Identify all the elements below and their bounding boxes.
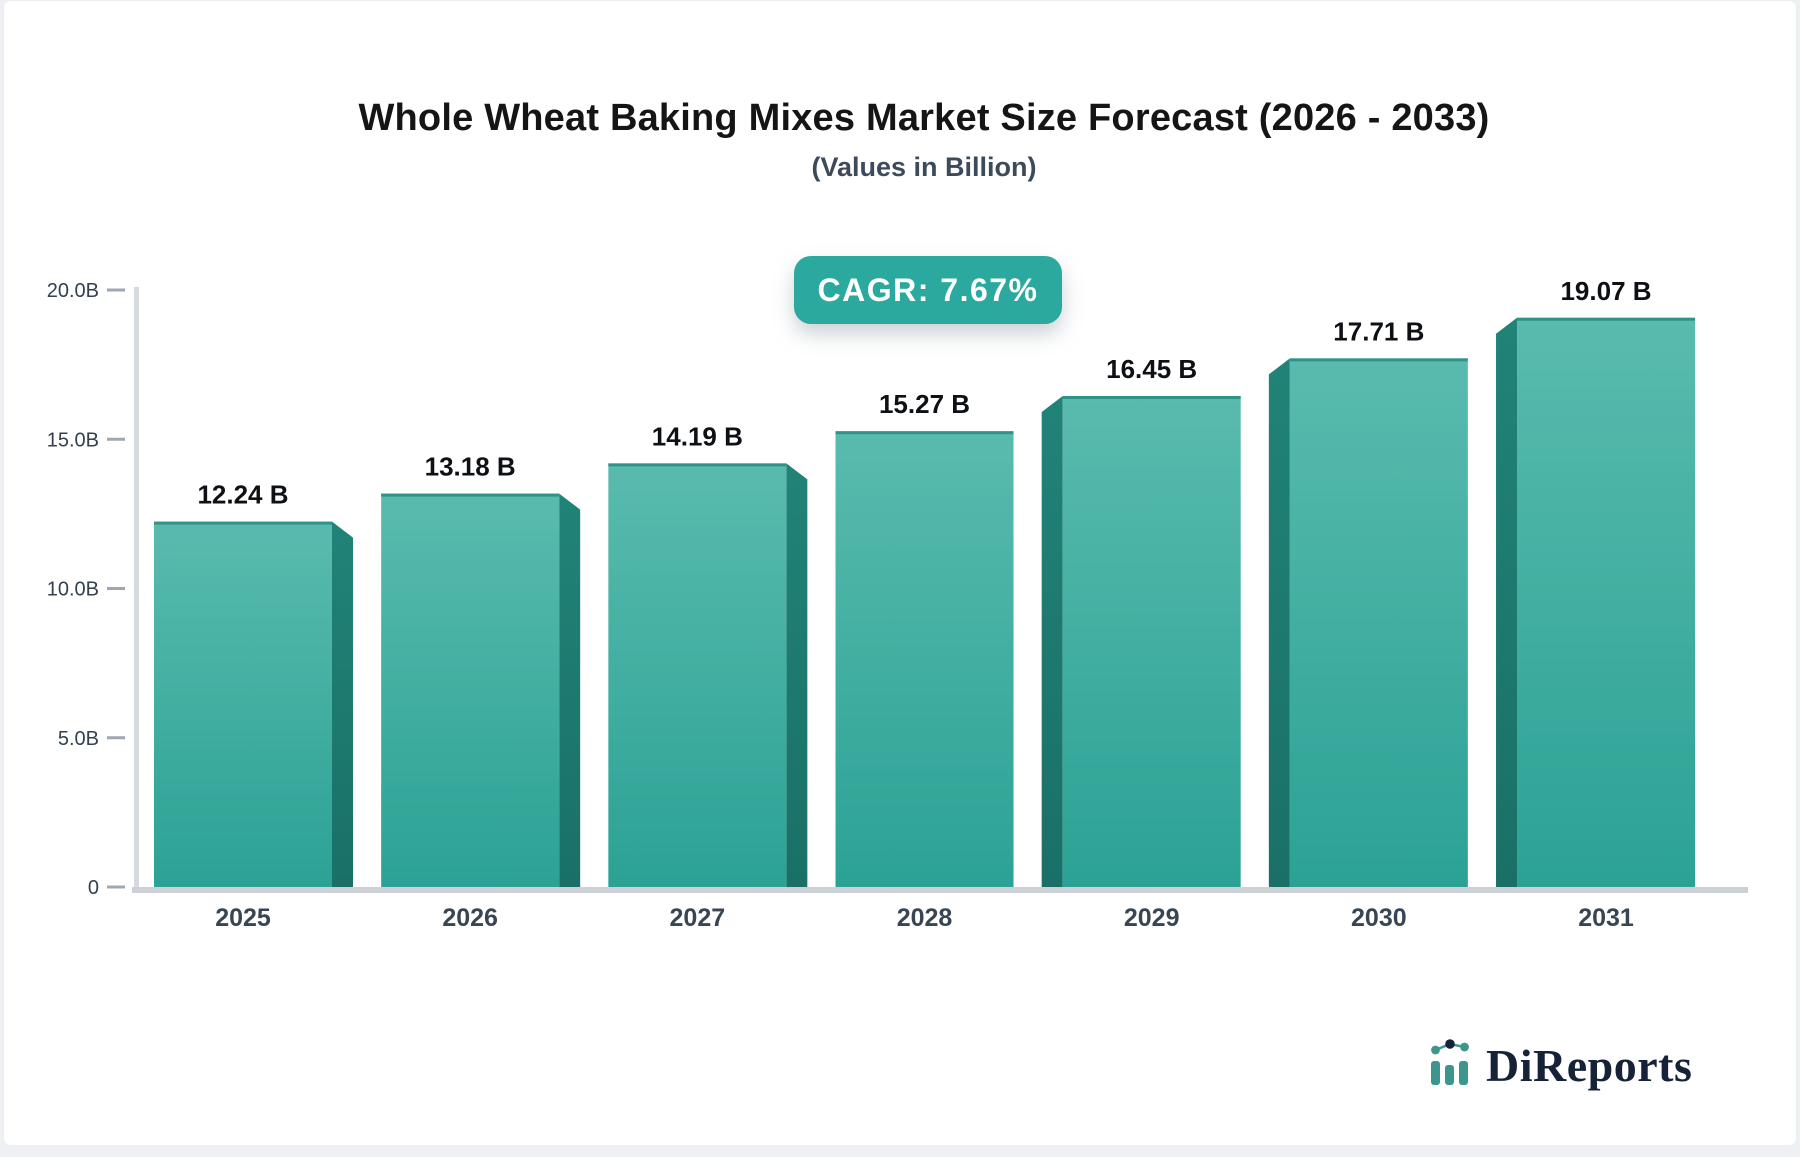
y-tick-label: 5.0B xyxy=(58,728,99,750)
bar xyxy=(608,463,787,887)
cagr-badge: CAGR: 7.67% xyxy=(794,256,1062,324)
bar-chart: 0 5.0B 10.0B 15.0B 20.0B 12.24 B 2025 13.18 B 20… xyxy=(47,276,1748,932)
brand-logo-text: DiReports xyxy=(1486,1040,1693,1091)
bar-side xyxy=(1041,395,1063,887)
bar xyxy=(1517,317,1696,887)
bar xyxy=(1062,395,1241,887)
y-tick-label: 15.0B xyxy=(47,429,99,451)
x-tick-label: 2028 xyxy=(897,904,953,932)
bar-value-label: 12.24 B xyxy=(197,480,288,510)
bar-value-label: 14.19 B xyxy=(652,421,743,451)
brand-logo: DiReports xyxy=(1425,1031,1692,1089)
chart-card: Whole Wheat Baking Mixes Market Size For… xyxy=(3,0,1797,1146)
y-tick-label: 10.0B xyxy=(47,579,99,601)
chart-subtitle: (Values in Billion) xyxy=(811,152,1037,182)
bar xyxy=(835,431,1014,887)
x-tick-label: 2027 xyxy=(670,904,726,932)
x-tick-label: 2031 xyxy=(1578,904,1634,932)
bar-side xyxy=(559,493,581,887)
y-tick-label: 0 xyxy=(88,877,99,899)
cagr-badge-label: CAGR: 7.67% xyxy=(817,271,1039,308)
mini-bar-chart-icon xyxy=(1431,1039,1469,1085)
bar xyxy=(1289,358,1468,887)
bar-value-label: 17.71 B xyxy=(1333,316,1424,346)
chart-header: Whole Wheat Baking Mixes Market Size For… xyxy=(52,97,1796,183)
bar-value-label: 16.45 B xyxy=(1106,354,1197,384)
x-tick-label: 2029 xyxy=(1124,904,1180,932)
y-tick-label: 20.0B xyxy=(47,280,99,302)
bar-side xyxy=(1496,317,1518,887)
x-tick-label: 2030 xyxy=(1351,904,1407,932)
x-tick-label: 2025 xyxy=(215,904,271,932)
bar xyxy=(154,521,332,887)
bar-side xyxy=(786,463,808,887)
x-tick-label: 2026 xyxy=(442,904,498,932)
bar xyxy=(381,493,560,887)
bar-side xyxy=(1268,358,1290,887)
bar-value-label: 15.27 B xyxy=(879,389,970,419)
bar-value-label: 13.18 B xyxy=(425,452,516,482)
bar-value-label: 19.07 B xyxy=(1560,276,1651,306)
chart-title: Whole Wheat Baking Mixes Market Size For… xyxy=(358,97,1490,139)
bar-side xyxy=(332,521,353,887)
